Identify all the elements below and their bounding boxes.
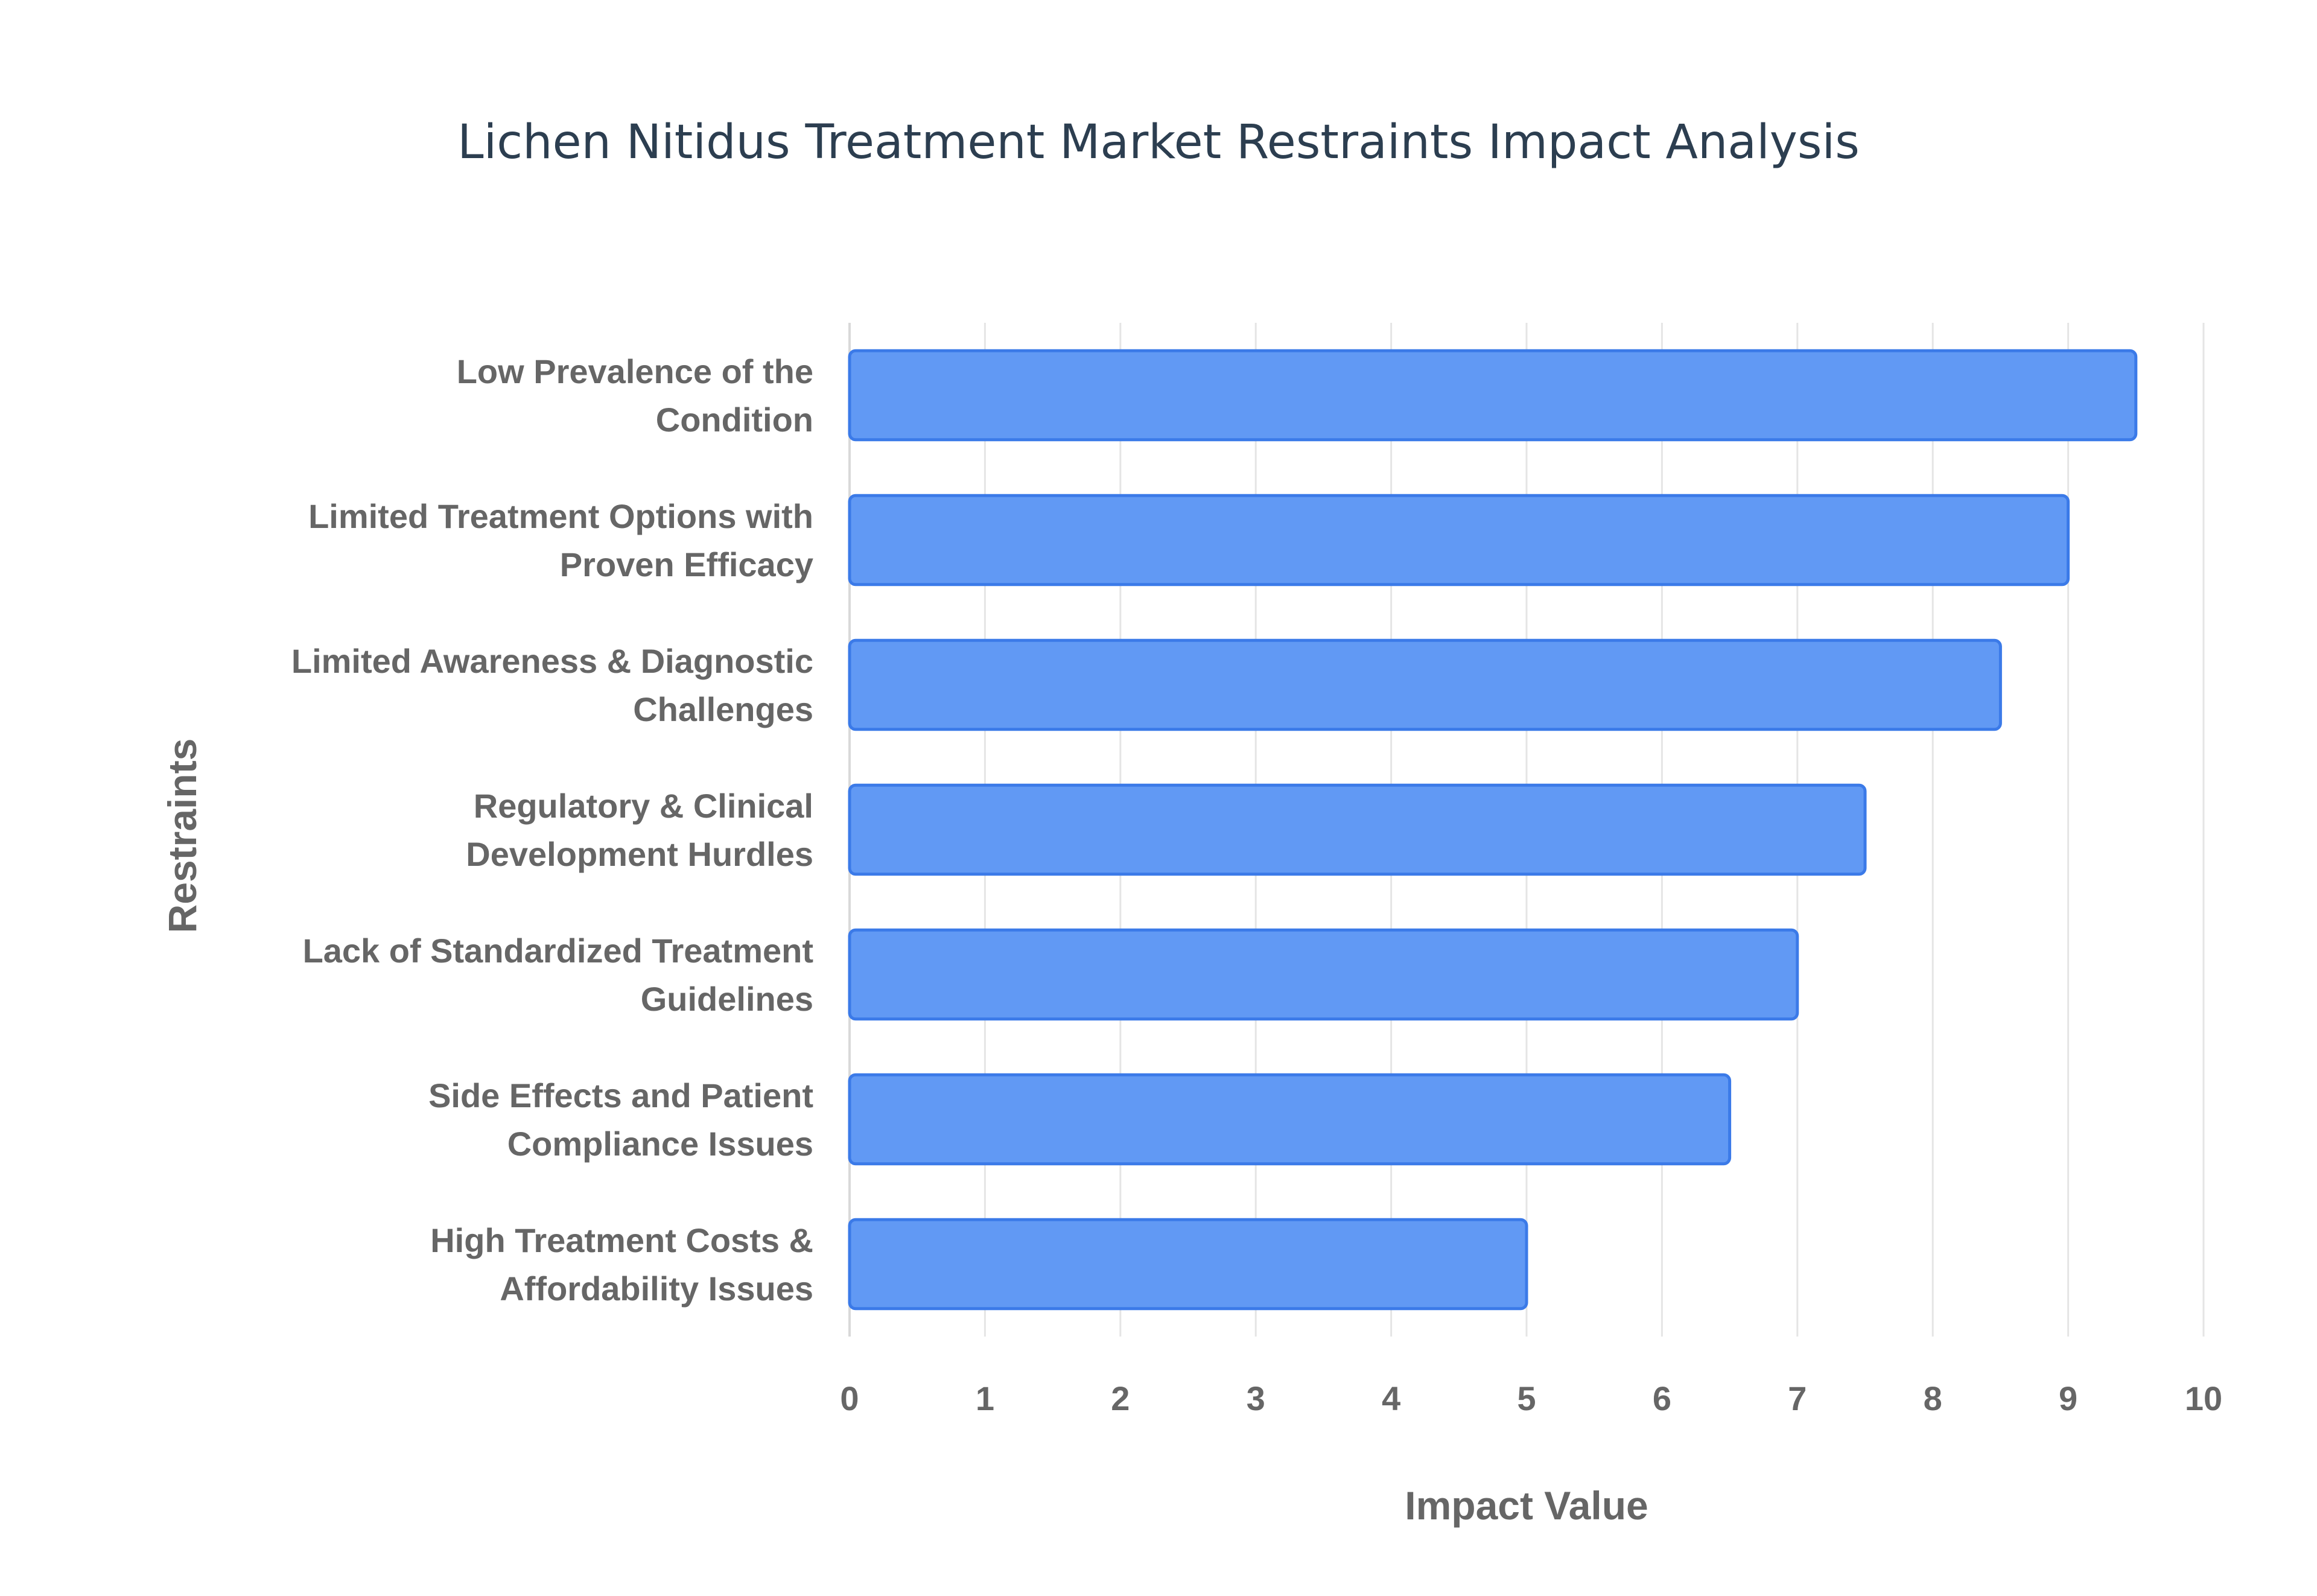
x-tick-label: 0	[840, 1379, 859, 1417]
x-tick-label: 4	[1382, 1379, 1400, 1417]
x-tick-label: 2	[1111, 1379, 1130, 1417]
bar	[848, 349, 2138, 442]
y-axis-title: Restraints	[160, 739, 205, 933]
x-tick-label: 8	[1924, 1379, 1942, 1417]
x-tick-label: 5	[1517, 1379, 1536, 1417]
category-label: Limited Treatment Options with Proven Eff…	[308, 497, 813, 583]
bars	[848, 349, 2138, 1311]
x-tick-label: 3	[1247, 1379, 1265, 1417]
chart-title: Lichen Nitidus Treatment Market Restrain…	[457, 115, 1860, 170]
bar	[848, 494, 2070, 587]
x-tick-label: 1	[976, 1379, 994, 1417]
bar	[848, 783, 1867, 876]
x-tick-label: 10	[2185, 1379, 2222, 1417]
x-tick-label: 9	[2059, 1379, 2077, 1417]
category-label: High Treatment Costs & Affordability Issu…	[430, 1221, 813, 1308]
category-label: Low Prevalence of the Condition	[457, 352, 813, 439]
bar	[848, 638, 2002, 731]
x-axis-ticks: 0 1 2 3 4 5 6 7 8 9 10	[840, 1379, 2222, 1417]
x-axis-title: Impact Value	[1405, 1483, 1648, 1528]
category-label: Limited Awareness & Diagnostic Challenges	[291, 642, 813, 728]
bar	[848, 1218, 1528, 1311]
category-label: Lack of Standardized Treatment Guidelines	[303, 932, 813, 1018]
bar	[848, 928, 1799, 1021]
y-axis-categories: Low Prevalence of the Condition Limited Tr…	[291, 352, 813, 1308]
x-tick-label: 7	[1788, 1379, 1807, 1417]
bar	[848, 1073, 1732, 1166]
category-label: Side Effects and Patient Compliance Issue…	[428, 1076, 813, 1163]
category-label: Regulatory & Clinical Development Hurdles	[466, 787, 813, 873]
x-tick-label: 6	[1653, 1379, 1671, 1417]
